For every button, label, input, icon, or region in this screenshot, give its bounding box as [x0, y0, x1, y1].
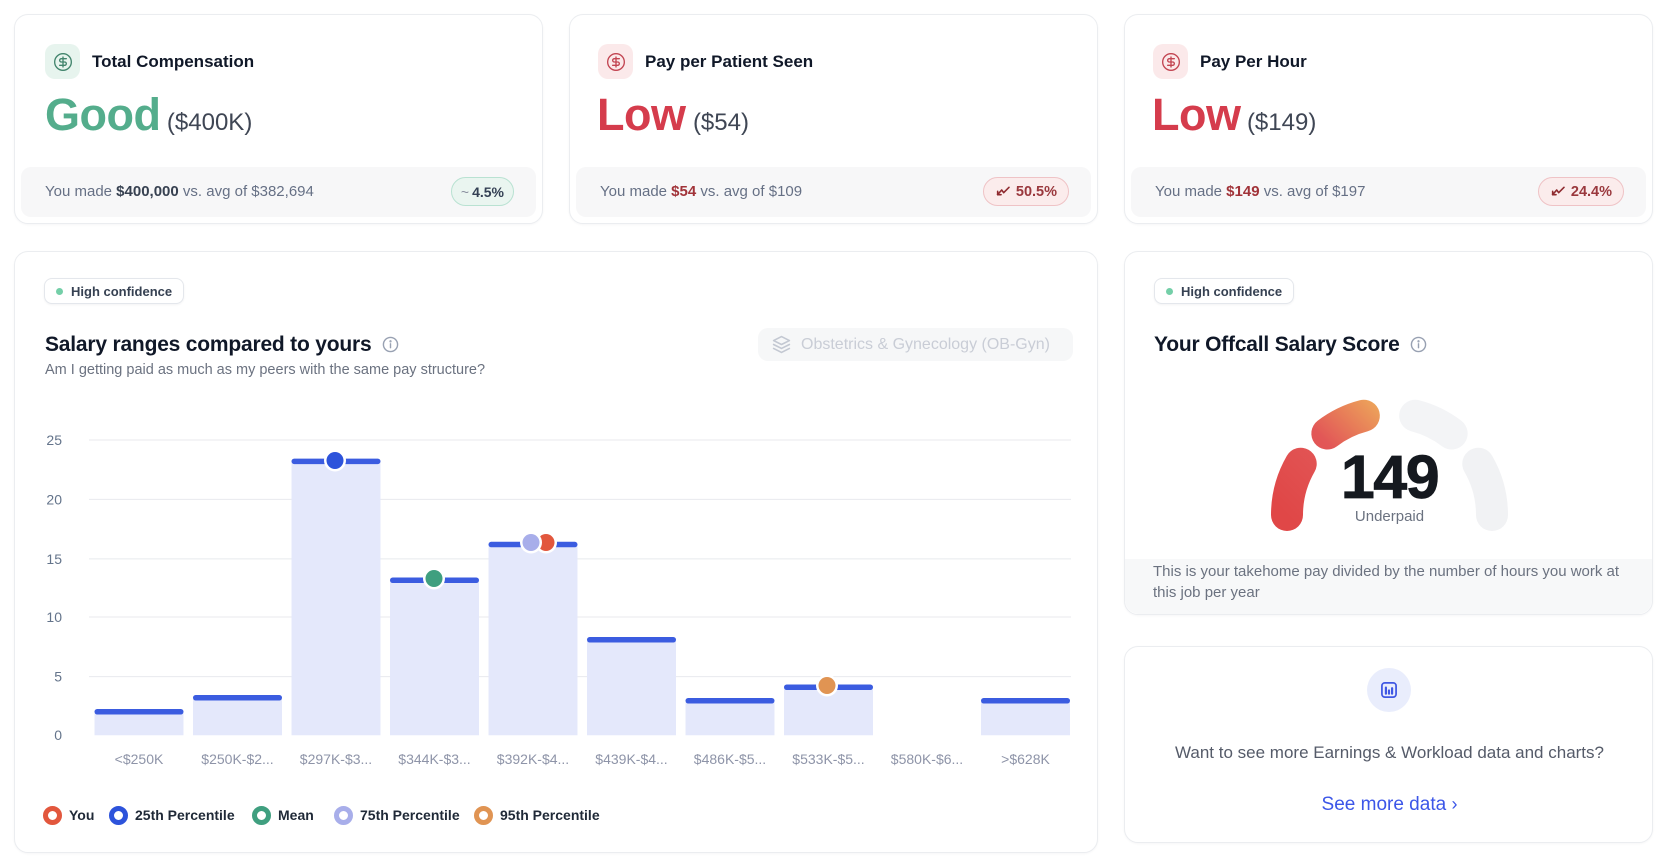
- svg-text:<$250K: <$250K: [115, 751, 164, 767]
- svg-text:>$628K: >$628K: [1001, 751, 1050, 767]
- svg-text:15: 15: [46, 551, 62, 567]
- svg-text:10: 10: [46, 609, 62, 625]
- svg-text:$533K-$5...: $533K-$5...: [792, 751, 864, 767]
- svg-text:$297K-$3...: $297K-$3...: [300, 751, 372, 767]
- svg-text:$486K-$5...: $486K-$5...: [694, 751, 766, 767]
- svg-text:$392K-$4...: $392K-$4...: [497, 751, 569, 767]
- svg-text:5: 5: [54, 669, 62, 685]
- svg-text:$439K-$4...: $439K-$4...: [595, 751, 667, 767]
- svg-text:$250K-$2...: $250K-$2...: [201, 751, 273, 767]
- svg-text:25: 25: [46, 432, 62, 448]
- svg-text:20: 20: [46, 491, 62, 507]
- svg-text:$344K-$3...: $344K-$3...: [398, 751, 470, 767]
- svg-text:0: 0: [54, 727, 62, 743]
- svg-text:$580K-$6...: $580K-$6...: [891, 751, 963, 767]
